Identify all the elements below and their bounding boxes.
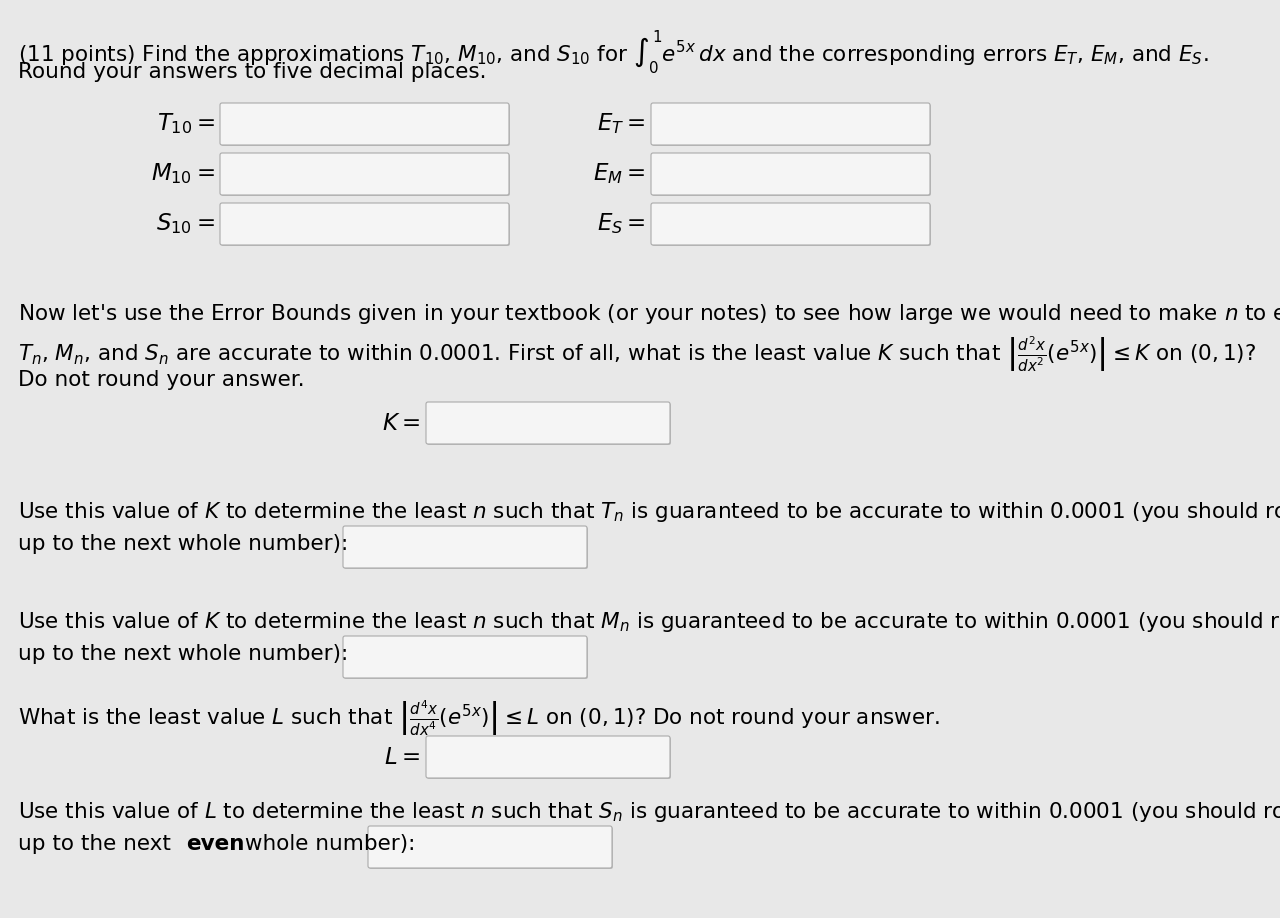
Text: Do not round your answer.: Do not round your answer. bbox=[18, 370, 305, 390]
FancyBboxPatch shape bbox=[343, 636, 588, 678]
Text: $K=$: $K=$ bbox=[381, 411, 420, 434]
FancyBboxPatch shape bbox=[369, 827, 613, 869]
FancyBboxPatch shape bbox=[221, 154, 509, 196]
Text: Round your answers to five decimal places.: Round your answers to five decimal place… bbox=[18, 62, 486, 82]
Text: $L=$: $L=$ bbox=[384, 745, 420, 768]
FancyBboxPatch shape bbox=[426, 402, 669, 444]
Text: $T_n$, $M_n$, and $S_n$ are accurate to within 0.0001. First of all, what is the: $T_n$, $M_n$, and $S_n$ are accurate to … bbox=[18, 336, 1256, 375]
FancyBboxPatch shape bbox=[343, 526, 588, 568]
FancyBboxPatch shape bbox=[369, 826, 612, 868]
FancyBboxPatch shape bbox=[428, 403, 671, 445]
FancyBboxPatch shape bbox=[220, 203, 509, 245]
Text: even: even bbox=[186, 834, 244, 854]
Text: (11 points) Find the approximations $T_{10}$, $M_{10}$, and $S_{10}$ for $\int_0: (11 points) Find the approximations $T_{… bbox=[18, 28, 1208, 76]
FancyBboxPatch shape bbox=[426, 736, 669, 778]
Text: $E_M=$: $E_M=$ bbox=[593, 162, 645, 186]
Text: Use this value of $K$ to determine the least $n$ such that $T_n$ is guaranteed t: Use this value of $K$ to determine the l… bbox=[18, 500, 1280, 524]
Text: What is the least value $L$ such that $\left|\frac{d^4x}{dx^4}(e^{5x})\right| \l: What is the least value $L$ such that $\… bbox=[18, 700, 940, 738]
FancyBboxPatch shape bbox=[652, 154, 931, 196]
FancyBboxPatch shape bbox=[220, 153, 509, 195]
Text: $S_{10}=$: $S_{10}=$ bbox=[156, 211, 215, 237]
Text: up to the next: up to the next bbox=[18, 834, 178, 854]
FancyBboxPatch shape bbox=[652, 103, 931, 145]
Text: $E_T=$: $E_T=$ bbox=[596, 112, 645, 137]
FancyBboxPatch shape bbox=[652, 204, 931, 246]
Text: Now let's use the Error Bounds given in your textbook (or your notes) to see how: Now let's use the Error Bounds given in … bbox=[18, 302, 1280, 326]
FancyBboxPatch shape bbox=[221, 204, 509, 246]
Text: $T_{10}=$: $T_{10}=$ bbox=[156, 112, 215, 137]
Text: $E_S=$: $E_S=$ bbox=[596, 211, 645, 237]
Text: Use this value of $L$ to determine the least $n$ such that $S_n$ is guaranteed t: Use this value of $L$ to determine the l… bbox=[18, 800, 1280, 824]
FancyBboxPatch shape bbox=[221, 104, 509, 146]
FancyBboxPatch shape bbox=[344, 527, 588, 569]
FancyBboxPatch shape bbox=[344, 637, 588, 679]
Text: up to the next whole number):: up to the next whole number): bbox=[18, 534, 348, 554]
FancyBboxPatch shape bbox=[652, 203, 931, 245]
FancyBboxPatch shape bbox=[652, 153, 931, 195]
Text: Use this value of $K$ to determine the least $n$ such that $M_n$ is guaranteed t: Use this value of $K$ to determine the l… bbox=[18, 610, 1280, 634]
Text: $M_{10}=$: $M_{10}=$ bbox=[151, 162, 215, 186]
FancyBboxPatch shape bbox=[220, 103, 509, 145]
Text: up to the next whole number):: up to the next whole number): bbox=[18, 644, 348, 664]
Text: whole number):: whole number): bbox=[238, 834, 416, 854]
FancyBboxPatch shape bbox=[428, 737, 671, 779]
FancyBboxPatch shape bbox=[652, 104, 931, 146]
